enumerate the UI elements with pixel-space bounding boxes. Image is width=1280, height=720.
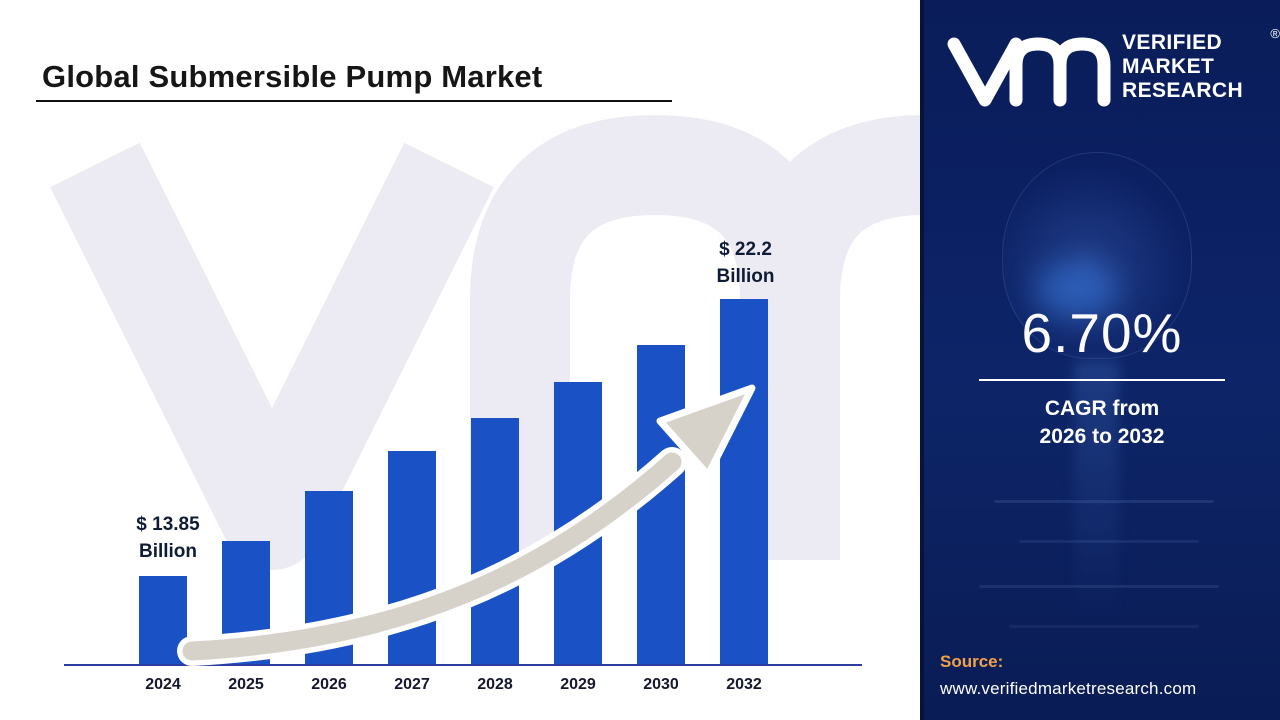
cagr-block: 6.70% CAGR from 2026 to 2032: [924, 303, 1280, 449]
logo-line-research: RESEARCH: [1122, 79, 1244, 102]
last-bar-unit: Billion: [716, 266, 775, 287]
water-reflection: [1074, 360, 1119, 620]
growth-trend-arrow: [182, 388, 752, 661]
water-ripple: [1019, 540, 1199, 543]
water-ripple: [994, 500, 1214, 503]
title-underline: [36, 100, 672, 102]
source-url[interactable]: www.verifiedmarketresearch.com: [940, 679, 1197, 698]
x-axis-line: [64, 664, 862, 666]
water-ripple: [1009, 625, 1199, 628]
x-axis-label-2024: 2024: [145, 676, 181, 693]
cagr-caption-line1: CAGR from: [1044, 397, 1160, 420]
vmr-logo-text: VERIFIED MARKET RESEARCH: [1122, 31, 1243, 103]
bar-2032: [720, 299, 768, 666]
water-ripple: [979, 585, 1219, 588]
x-axis-label-2030: 2030: [643, 676, 679, 693]
vmr-logo: VERIFIED MARKET RESEARCH ®: [946, 26, 1280, 112]
x-axis-label-2026: 2026: [311, 676, 347, 693]
last-bar-value-label: $ 22.2 Billion: [688, 236, 803, 290]
vm-watermark: [50, 115, 920, 570]
x-axis-label-2032: 2032: [726, 676, 762, 693]
chart-panel: Global Submersible Pump Market 2024 2025 2…: [36, 58, 920, 693]
registered-trademark-symbol: ®: [1270, 26, 1280, 41]
page-title: Global Submersible Pump Market: [42, 58, 543, 94]
vmr-logo-mark: [947, 37, 1111, 107]
source-block: Source: www.verifiedmarketresearch.com: [940, 648, 1196, 702]
first-bar-value: $ 13.85: [136, 514, 200, 535]
first-bar-value-label: $ 13.85 Billion: [108, 511, 228, 565]
cagr-divider: [979, 379, 1225, 381]
first-bar-unit: Billion: [138, 541, 198, 562]
x-axis-label-2027: 2027: [394, 676, 430, 693]
sidebar: VERIFIED MARKET RESEARCH ® 6.70% CAGR fr…: [920, 0, 1280, 720]
x-axis-label-2028: 2028: [477, 676, 513, 693]
source-label: Source:: [940, 652, 1004, 671]
cagr-caption-line2: 2026 to 2032: [1039, 425, 1165, 448]
lightbulb-glow: [1036, 262, 1118, 318]
x-axis-label-2029: 2029: [560, 676, 596, 693]
lightbulb-photo: [1002, 152, 1192, 359]
x-axis-label-2025: 2025: [228, 676, 264, 693]
logo-line-verified: VERIFIED: [1122, 31, 1223, 54]
bar-2028: [471, 418, 519, 666]
bar-2030: [637, 345, 685, 666]
last-bar-value: $ 22.2: [719, 239, 772, 260]
logo-line-market: MARKET: [1122, 55, 1215, 78]
cagr-value: 6.70%: [1021, 302, 1183, 364]
